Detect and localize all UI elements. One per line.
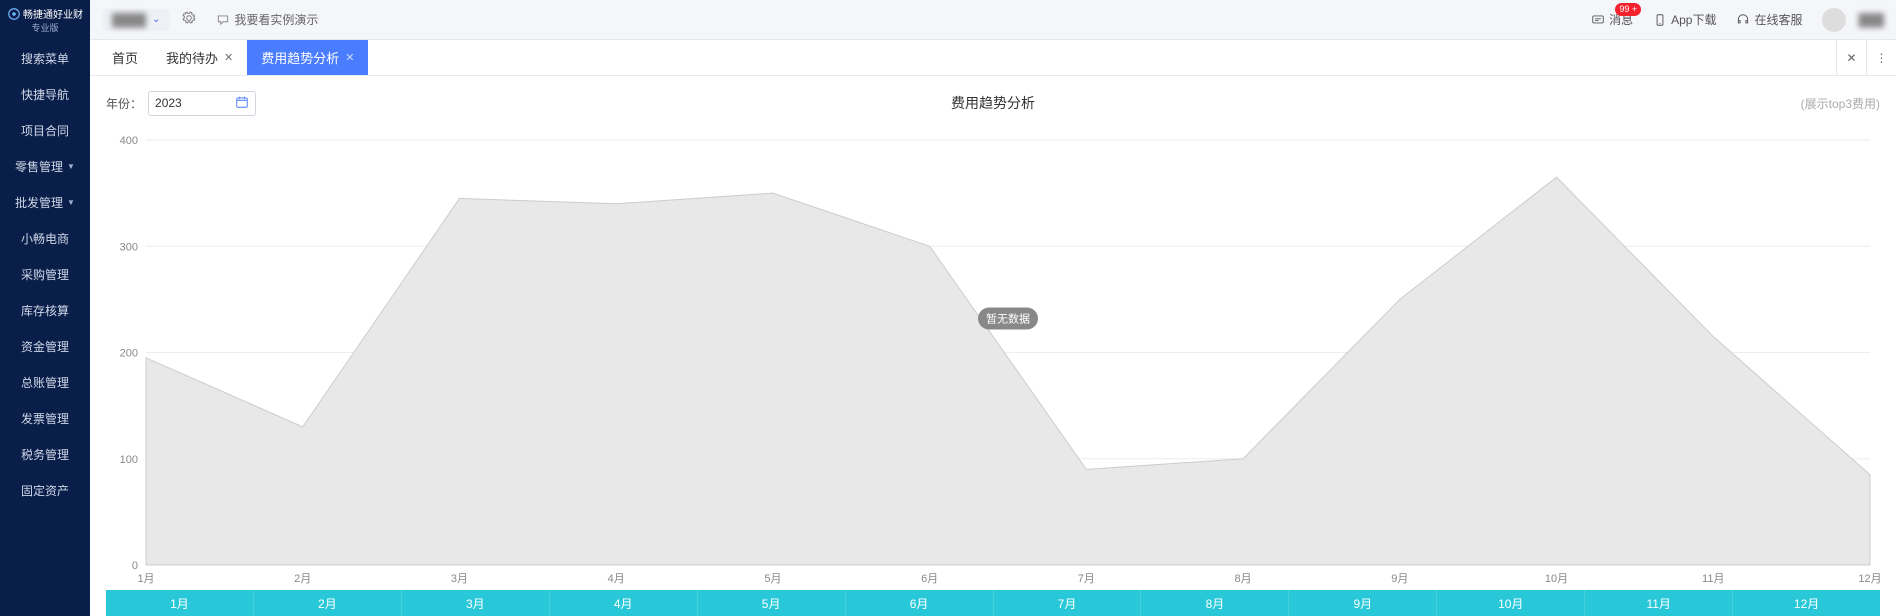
tab-more-button[interactable]: ⋮ (1866, 40, 1896, 75)
month-cell-1[interactable]: 2月 (254, 590, 402, 616)
calendar-icon[interactable] (235, 95, 249, 112)
chat-icon (216, 13, 230, 27)
chart-area: 0 100 200 300 400 1月 2月 3月 4月 5月 6月 7月 8月 9月 10月 11月 12月… (106, 130, 1880, 590)
month-cell-3[interactable]: 4月 (550, 590, 698, 616)
sidebar-item-8[interactable]: 资金管理 (0, 328, 90, 364)
org-name: ████ (112, 13, 146, 27)
svg-text:7月: 7月 (1078, 573, 1095, 585)
sidebar-item-5[interactable]: 小畅电商 (0, 220, 90, 256)
avatar[interactable] (1822, 8, 1846, 32)
year-label: 年份： (106, 95, 142, 112)
gear-icon[interactable] (178, 7, 200, 32)
svg-text:8月: 8月 (1235, 573, 1252, 585)
sidebar-item-6[interactable]: 采购管理 (0, 256, 90, 292)
online-service-label: 在线客服 (1754, 11, 1802, 28)
demo-label: 我要看实例演示 (234, 11, 318, 28)
messages-button[interactable]: 消息 99 + (1585, 7, 1639, 32)
sidebar-item-11[interactable]: 税务管理 (0, 436, 90, 472)
svg-text:0: 0 (132, 560, 138, 572)
headset-icon (1736, 13, 1750, 27)
svg-text:6月: 6月 (921, 573, 938, 585)
brand-logo: 畅捷通好业财 专业版 (0, 0, 90, 40)
svg-text:暂无数据: 暂无数据 (986, 311, 1030, 325)
close-icon[interactable]: ✕ (224, 51, 233, 64)
sidebar-item-4[interactable]: 批发管理 (0, 184, 90, 220)
chart-title: 费用趋势分析 (951, 93, 1035, 113)
tab-2[interactable]: 费用趋势分析 ✕ (247, 40, 368, 75)
svg-text:3月: 3月 (451, 573, 468, 585)
sidebar: 畅捷通好业财 专业版 搜索菜单快捷导航项目合同零售管理批发管理小畅电商采购管理库… (0, 0, 90, 616)
month-cell-2[interactable]: 3月 (402, 590, 550, 616)
user-name: ███ (1858, 13, 1884, 27)
messages-badge: 99 + (1615, 3, 1641, 16)
close-icon[interactable]: ✕ (345, 51, 354, 64)
tab-label: 首页 (112, 48, 138, 67)
svg-text:2月: 2月 (294, 573, 311, 585)
month-cell-6[interactable]: 7月 (994, 590, 1142, 616)
svg-text:12月: 12月 (1858, 573, 1880, 585)
month-strip: 1月2月3月4月5月6月7月8月9月10月11月12月 (106, 590, 1880, 616)
brand-edition: 专业版 (31, 21, 58, 34)
sidebar-item-7[interactable]: 库存核算 (0, 292, 90, 328)
sidebar-item-0[interactable]: 搜索菜单 (0, 40, 90, 76)
sidebar-item-1[interactable]: 快捷导航 (0, 76, 90, 112)
month-cell-5[interactable]: 6月 (846, 590, 994, 616)
online-service-button[interactable]: 在线客服 (1730, 7, 1808, 32)
chevron-down-icon: ⌄ (152, 14, 160, 25)
main-area: ████ ⌄ 我要看实例演示 消息 99 + App下载 在 (90, 0, 1896, 616)
month-cell-4[interactable]: 5月 (698, 590, 846, 616)
tab-close-all-button[interactable]: ✕ (1836, 40, 1866, 75)
month-cell-11[interactable]: 12月 (1733, 590, 1880, 616)
tab-label: 费用趋势分析 (261, 48, 339, 67)
month-cell-9[interactable]: 10月 (1437, 590, 1585, 616)
sidebar-item-9[interactable]: 总账管理 (0, 364, 90, 400)
topbar: ████ ⌄ 我要看实例演示 消息 99 + App下载 在 (90, 0, 1896, 40)
month-cell-7[interactable]: 8月 (1141, 590, 1289, 616)
svg-text:9月: 9月 (1391, 573, 1408, 585)
svg-text:5月: 5月 (764, 573, 781, 585)
filter-row: 年份： 费用趋势分析 (展示top3费用) (106, 88, 1880, 118)
message-icon (1591, 13, 1605, 27)
top3-note: (展示top3费用) (1801, 95, 1880, 112)
svg-text:1月: 1月 (137, 573, 154, 585)
phone-icon (1653, 13, 1667, 27)
sidebar-item-10[interactable]: 发票管理 (0, 400, 90, 436)
area-chart: 0 100 200 300 400 1月 2月 3月 4月 5月 6月 7月 8月 9月 10月 11月 12月… (106, 130, 1880, 590)
brand-name: 畅捷通好业财 (23, 6, 83, 21)
tab-label: 我的待办 (166, 48, 218, 67)
tab-1[interactable]: 我的待办 ✕ (152, 40, 247, 75)
sidebar-item-3[interactable]: 零售管理 (0, 148, 90, 184)
demo-link[interactable]: 我要看实例演示 (216, 11, 318, 28)
svg-text:4月: 4月 (608, 573, 625, 585)
year-picker[interactable] (148, 91, 256, 116)
tab-bar: 首页 我的待办 ✕ 费用趋势分析 ✕ ✕ ⋮ (90, 40, 1896, 76)
content-area: 年份： 费用趋势分析 (展示top3费用) 01002003004001月2月3… (90, 76, 1896, 616)
svg-text:400: 400 (120, 135, 138, 147)
month-cell-8[interactable]: 9月 (1289, 590, 1437, 616)
tab-0[interactable]: 首页 (98, 40, 152, 75)
year-input[interactable] (155, 96, 195, 110)
svg-text:200: 200 (120, 348, 138, 360)
svg-text:10月: 10月 (1545, 573, 1568, 585)
svg-text:300: 300 (120, 241, 138, 253)
app-download-label: App下载 (1671, 11, 1716, 28)
org-selector[interactable]: ████ ⌄ (102, 9, 170, 31)
svg-text:11月: 11月 (1702, 573, 1724, 585)
app-download-button[interactable]: App下载 (1647, 7, 1722, 32)
month-cell-0[interactable]: 1月 (106, 590, 254, 616)
sidebar-item-2[interactable]: 项目合同 (0, 112, 90, 148)
brand-icon (7, 7, 21, 21)
svg-text:100: 100 (120, 454, 138, 466)
month-cell-10[interactable]: 11月 (1585, 590, 1733, 616)
sidebar-item-12[interactable]: 固定资产 (0, 472, 90, 508)
